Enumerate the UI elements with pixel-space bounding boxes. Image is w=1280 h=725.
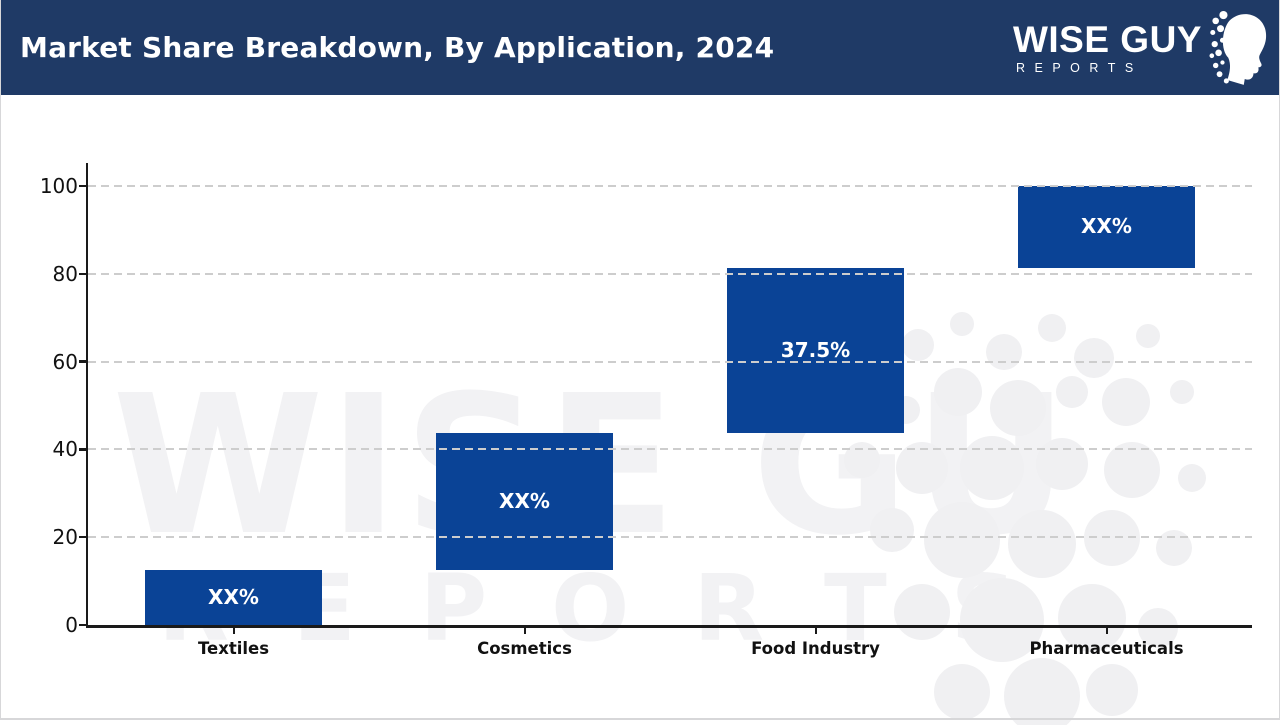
y-axis-tick xyxy=(79,623,88,627)
x-axis-category-label: Cosmetics xyxy=(477,639,572,658)
chart-area: WISE GU REPORTS XX% Textiles XX% Cosmetics 3… xyxy=(0,95,1280,725)
y-axis-tick xyxy=(79,272,88,276)
logo-subtitle: REPORTS xyxy=(1015,60,1143,75)
x-axis-tick xyxy=(814,625,817,634)
watermark-head-dots-icon xyxy=(844,312,1206,725)
x-axis-category-label: Textiles xyxy=(197,639,270,658)
y-axis-tick xyxy=(79,184,88,188)
gridline-60 xyxy=(88,360,1252,363)
bar-pharmaceuticals xyxy=(1018,186,1195,269)
bar-value-label: XX% xyxy=(208,584,259,609)
logo-wordmark: WISE GUY xyxy=(1012,18,1202,60)
y-axis-tick-label: 20 xyxy=(52,525,78,550)
wise-guy-logo: WISE GUY REPORTS xyxy=(1013,8,1268,88)
page-title: Market Share Breakdown, By Application, … xyxy=(20,31,775,64)
y-axis-tick-label: 60 xyxy=(52,349,78,374)
gridline-80 xyxy=(88,272,1252,275)
x-axis-tick xyxy=(1105,625,1108,634)
bar-textiles xyxy=(145,570,322,625)
x-axis-tick xyxy=(232,625,235,634)
header: Market Share Breakdown, By Application, … xyxy=(0,0,1280,95)
bar-food-industry xyxy=(727,268,904,433)
gridline-40 xyxy=(88,448,1252,451)
y-axis-tick-label: 40 xyxy=(52,437,78,462)
y-axis-line xyxy=(85,163,88,627)
x-axis-category-label: Pharmaceuticals xyxy=(1029,639,1184,658)
gridline-20 xyxy=(88,536,1252,539)
x-axis-line xyxy=(85,625,1252,628)
y-axis-tick-label: 100 xyxy=(39,174,78,198)
x-axis-category-label: Food Industry xyxy=(751,639,880,658)
y-axis-tick-label: 0 xyxy=(65,613,78,637)
y-axis-tick-label: 80 xyxy=(52,261,78,286)
bar-value-label: XX% xyxy=(499,488,550,513)
bar-value-label: 37.5% xyxy=(780,337,851,362)
logo-head-icon xyxy=(1209,10,1267,85)
x-axis-tick xyxy=(523,625,526,634)
y-axis-tick xyxy=(79,535,88,539)
logo-text: WISE GUY REPORTS xyxy=(1013,21,1202,75)
bar-value-label: XX% xyxy=(1081,214,1132,239)
gridline-100 xyxy=(88,185,1252,187)
bar-cosmetics xyxy=(436,432,613,571)
y-axis-tick xyxy=(79,448,88,451)
y-axis-tick xyxy=(79,360,88,363)
